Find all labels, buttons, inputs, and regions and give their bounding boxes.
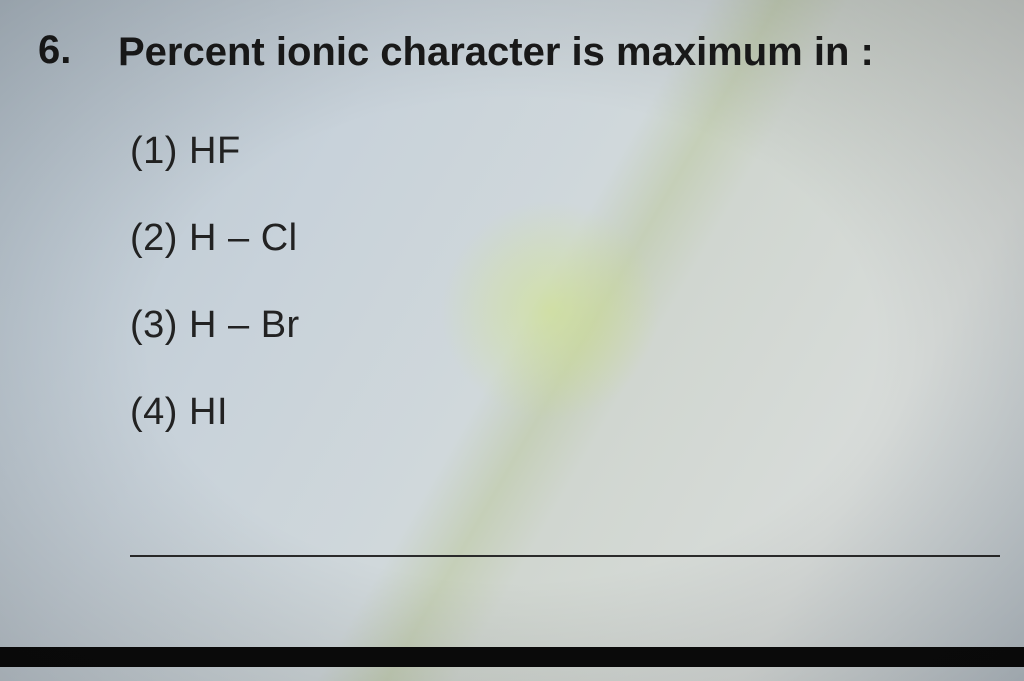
option-3-text: H – Br [189, 304, 300, 346]
option-4-label: (4) [130, 391, 178, 433]
option-2-text: H – Cl [189, 217, 298, 259]
divider-thick [0, 647, 1024, 667]
option-3: (3) H – Br [130, 304, 1024, 347]
option-1-label: (1) [130, 130, 178, 172]
question-row: 6. Percent ionic character is maximum in… [0, 28, 1024, 76]
option-1: (1) HF [130, 130, 1024, 173]
option-4: (4) HI [130, 391, 1024, 434]
question-number: 6. [38, 28, 118, 73]
option-4-text: HI [189, 391, 228, 433]
divider-thin [130, 555, 1000, 557]
question-page: 6. Percent ionic character is maximum in… [0, 0, 1024, 434]
option-2: (2) H – Cl [130, 217, 1024, 260]
option-3-label: (3) [130, 304, 178, 346]
options-list: (1) HF (2) H – Cl (3) H – Br (4) HI [0, 130, 1024, 434]
option-1-text: HF [189, 130, 241, 172]
question-text: Percent ionic character is maximum in : [118, 28, 874, 76]
option-2-label: (2) [130, 217, 178, 259]
